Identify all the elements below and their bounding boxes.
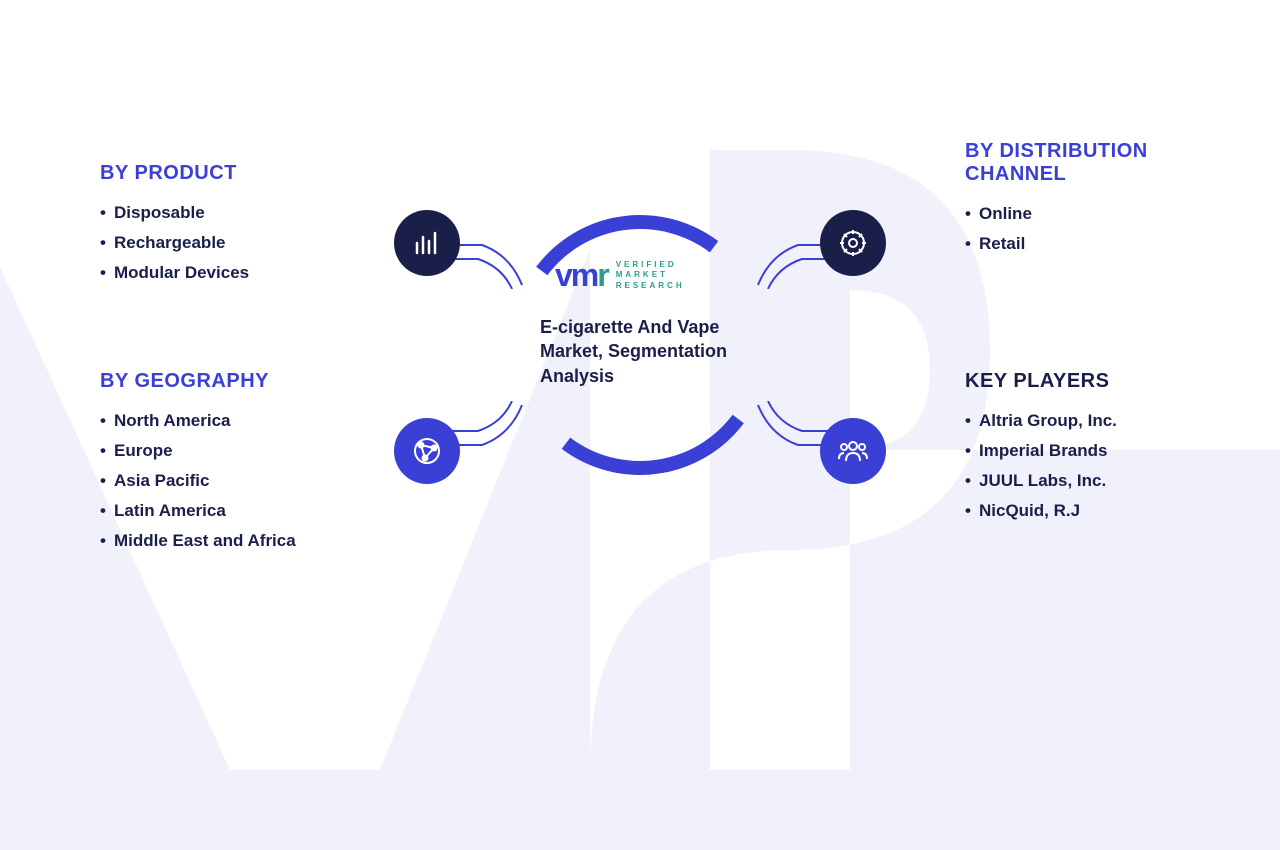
list-item: Retail: [965, 234, 1245, 254]
segment-title-product: BY PRODUCT: [100, 162, 380, 185]
list-item: North America: [100, 411, 380, 431]
list-item: Asia Pacific: [100, 471, 380, 491]
segment-geography: BY GEOGRAPHY North America Europe Asia P…: [100, 370, 380, 561]
segment-list-product: Disposable Rechargeable Modular Devices: [100, 203, 380, 283]
bar-chart-icon: [394, 210, 460, 276]
vmr-logo: vmr VERIFIED MARKET RESEARCH: [555, 257, 685, 294]
segment-players: KEY PLAYERS Altria Group, Inc. Imperial …: [965, 370, 1245, 531]
segment-title-distribution: BY DISTRIBUTION CHANNEL: [965, 140, 1245, 186]
list-item: Online: [965, 204, 1245, 224]
segment-list-distribution: Online Retail: [965, 204, 1245, 254]
globe-network-icon: [394, 418, 460, 484]
list-item: Middle East and Africa: [100, 531, 380, 551]
list-item: Altria Group, Inc.: [965, 411, 1245, 431]
list-item: Imperial Brands: [965, 441, 1245, 461]
list-item: NicQuid, R.J: [965, 501, 1245, 521]
segment-list-players: Altria Group, Inc. Imperial Brands JUUL …: [965, 411, 1245, 521]
list-item: Disposable: [100, 203, 380, 223]
gear-icon: [820, 210, 886, 276]
logo-text: VERIFIED MARKET RESEARCH: [616, 260, 685, 291]
list-item: JUUL Labs, Inc.: [965, 471, 1245, 491]
people-icon: [820, 418, 886, 484]
list-item: Europe: [100, 441, 380, 461]
center-title: E-cigarette And Vape Market, Segmentatio…: [540, 315, 740, 388]
list-item: Modular Devices: [100, 263, 380, 283]
list-item: Latin America: [100, 501, 380, 521]
segment-product: BY PRODUCT Disposable Rechargeable Modul…: [100, 162, 380, 293]
list-item: Rechargeable: [100, 233, 380, 253]
segment-distribution: BY DISTRIBUTION CHANNEL Online Retail: [965, 140, 1245, 264]
center-hub: vmr VERIFIED MARKET RESEARCH E-cigarette…: [490, 195, 790, 495]
segment-title-geography: BY GEOGRAPHY: [100, 370, 380, 393]
segment-title-players: KEY PLAYERS: [965, 370, 1245, 393]
segment-list-geography: North America Europe Asia Pacific Latin …: [100, 411, 380, 551]
logo-mark-text: vmr: [555, 257, 608, 294]
